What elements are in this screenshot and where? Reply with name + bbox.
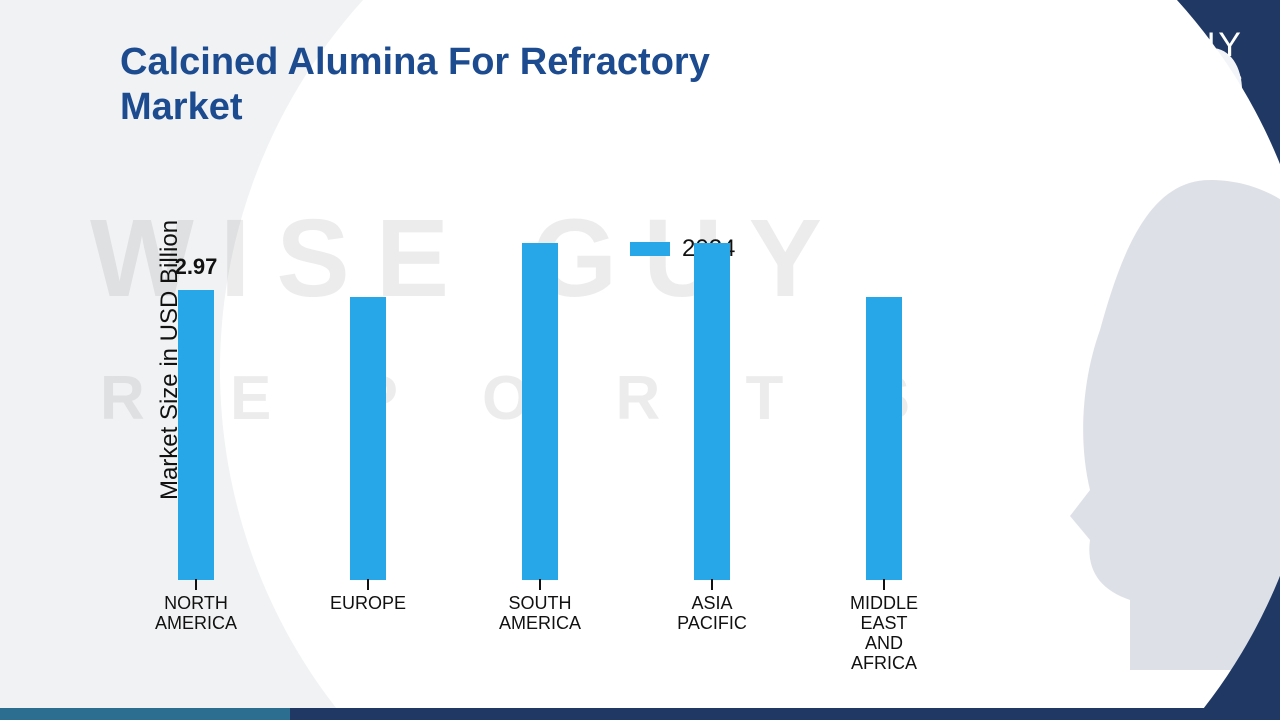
bar-value-label: 2.97	[175, 254, 218, 280]
bar	[694, 243, 730, 580]
x-axis-label-word: EAST	[809, 613, 959, 633]
bar-column: 2.97	[121, 290, 271, 580]
x-axis-label-word: AND	[809, 633, 959, 653]
bar-column	[809, 297, 959, 580]
x-axis-tick	[539, 579, 541, 590]
x-axis-tick	[883, 579, 885, 590]
x-axis-tick	[195, 579, 197, 590]
x-axis-label-word: AMERICA	[465, 613, 615, 633]
x-axis-label-word: MIDDLE	[809, 593, 959, 613]
x-axis-label-word: ASIA	[637, 593, 787, 613]
bar	[522, 243, 558, 580]
x-axis-label: EUROPE	[293, 585, 443, 674]
brand-logo: WISE GUY REPORTS	[984, 26, 1244, 86]
x-axis-tick	[367, 579, 369, 590]
x-axis-tick	[711, 579, 713, 590]
x-axis-label-word: EUROPE	[293, 593, 443, 613]
x-axis-label: ASIAPACIFIC	[637, 585, 787, 674]
x-axis-label: SOUTHAMERICA	[465, 585, 615, 674]
head-silhouette-side	[990, 160, 1280, 680]
bar-column	[465, 243, 615, 580]
chart-area: 2.97	[110, 150, 970, 580]
bar-column	[637, 243, 787, 580]
bottom-strip	[0, 708, 1280, 720]
x-axis-label-word: AFRICA	[809, 653, 959, 673]
x-axis-label-word: SOUTH	[465, 593, 615, 613]
chart-title: Calcined Alumina For Refractory Market	[120, 40, 770, 130]
head-silhouette-icon	[1168, 44, 1246, 145]
stage: WISE GUY R E P O R T S Calcined Alumina …	[0, 0, 1280, 720]
bar	[178, 290, 214, 580]
x-axis-label: NORTHAMERICA	[121, 585, 271, 674]
x-axis-label: MIDDLEEASTANDAFRICA	[809, 585, 959, 674]
x-axis-label-word: AMERICA	[121, 613, 271, 633]
bar	[866, 297, 902, 580]
x-axis-label-word: PACIFIC	[637, 613, 787, 633]
x-axis: NORTHAMERICAEUROPESOUTHAMERICAASIAPACIFI…	[110, 585, 970, 674]
bar	[350, 297, 386, 580]
bar-column	[293, 297, 443, 580]
x-axis-label-word: NORTH	[121, 593, 271, 613]
bottom-strip-accent	[0, 708, 290, 720]
